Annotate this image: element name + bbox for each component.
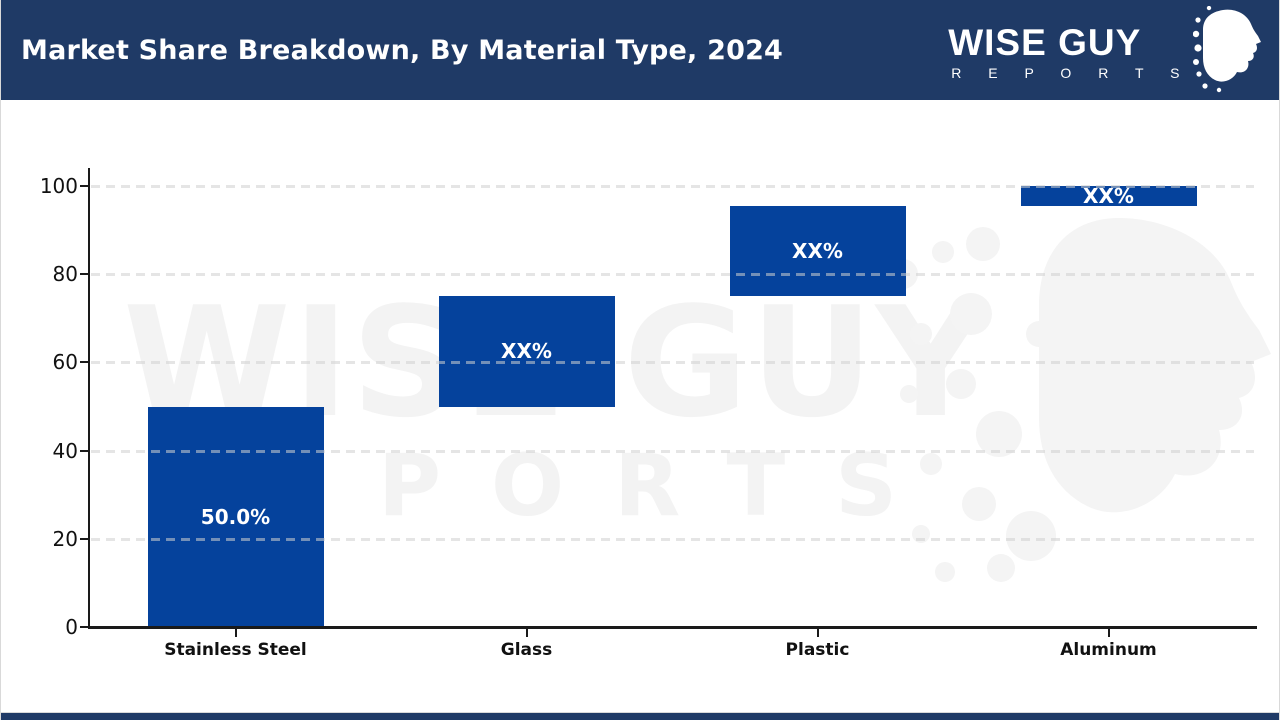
x-axis-line bbox=[88, 626, 1257, 629]
gridline-60 bbox=[91, 361, 1254, 365]
bar-value-label-stainless-steel: 50.0% bbox=[200, 504, 271, 529]
y-tick-label-0: 0 bbox=[65, 615, 78, 639]
x-tick-label-aluminum: Aluminum bbox=[1060, 640, 1157, 660]
y-tick-40 bbox=[80, 449, 88, 452]
bar-value-label-plastic: XX% bbox=[792, 239, 843, 264]
bar-value-label-aluminum: XX% bbox=[1083, 183, 1134, 208]
x-tick-label-glass: Glass bbox=[500, 640, 553, 660]
x-tick-stainless-steel bbox=[234, 629, 237, 637]
y-tick-80 bbox=[80, 273, 88, 276]
bar-aluminum: XX% bbox=[1020, 183, 1197, 208]
x-tick-label-plastic: Plastic bbox=[785, 640, 850, 660]
x-tick-aluminum bbox=[1107, 629, 1110, 637]
y-tick-label-100: 100 bbox=[39, 174, 78, 198]
gridline-40 bbox=[91, 449, 1254, 453]
bar-value-label-glass: XX% bbox=[501, 339, 552, 364]
brand-logo-text: WISE GUY R E P O R T S bbox=[948, 21, 1191, 82]
bar-glass: XX% bbox=[438, 296, 615, 407]
y-tick-label-80: 80 bbox=[52, 262, 78, 287]
bar-plastic: XX% bbox=[729, 205, 906, 297]
x-tick-glass bbox=[525, 629, 528, 637]
card-bottom-border bbox=[1, 712, 1279, 713]
y-tick-20 bbox=[80, 537, 88, 540]
brand-subname: R E P O R T S bbox=[951, 64, 1191, 81]
y-tick-0 bbox=[80, 626, 88, 628]
header-bar: Market Share Breakdown, By Material Type… bbox=[1, 0, 1279, 100]
y-tick-label-60: 60 bbox=[52, 350, 78, 375]
y-tick-label-20: 20 bbox=[52, 526, 78, 551]
head-profile-icon bbox=[1192, 5, 1265, 98]
gridline-20 bbox=[91, 537, 1254, 541]
brand-name: WISE GUY bbox=[948, 21, 1142, 63]
brand-logo: WISE GUY R E P O R T S bbox=[948, 5, 1265, 98]
page-title: Market Share Breakdown, By Material Type… bbox=[21, 34, 784, 66]
gridline-80 bbox=[91, 273, 1254, 277]
x-tick-label-stainless-steel: Stainless Steel bbox=[164, 640, 307, 660]
y-tick-100 bbox=[80, 185, 88, 187]
gridline-100 bbox=[91, 185, 1254, 188]
y-tick-label-40: 40 bbox=[52, 438, 78, 463]
footer-accent-bar bbox=[1, 713, 1279, 720]
y-axis-line bbox=[88, 168, 90, 629]
bar-stainless-steel: 50.0% bbox=[147, 406, 324, 627]
y-tick-60 bbox=[80, 361, 88, 364]
x-tick-plastic bbox=[816, 629, 819, 637]
